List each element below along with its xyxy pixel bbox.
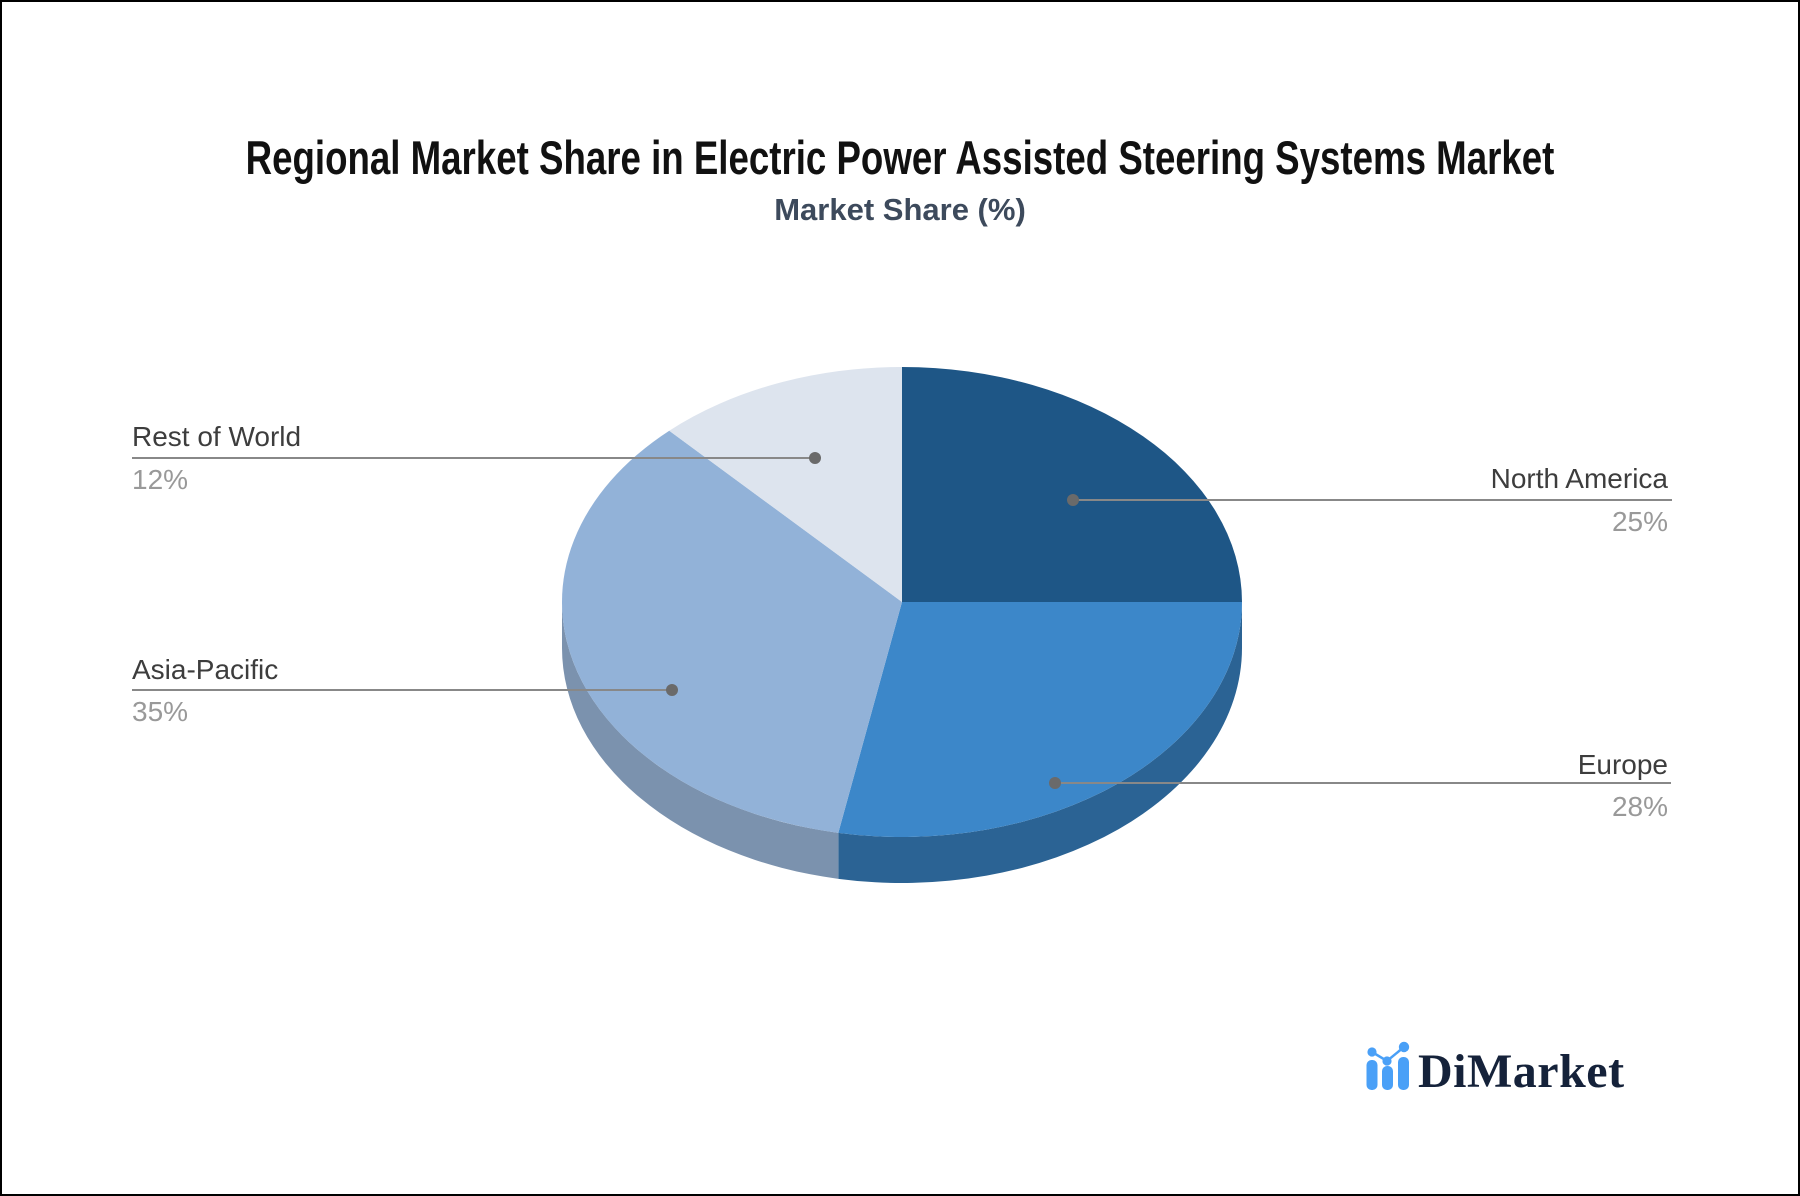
callout-value-europe: 28% <box>1611 791 1668 822</box>
callout-dot-europe <box>1049 777 1061 789</box>
callout-dot-asia-pacific <box>666 684 678 696</box>
callout-label-asia-pacific: Asia-Pacific <box>132 654 279 685</box>
callout-label-europe: Europe <box>1577 749 1668 780</box>
chart-subtitle: Market Share (%) <box>774 192 1026 227</box>
callout-label-north-america: North America <box>1490 463 1668 494</box>
pie-slice-asia-pacific <box>561 430 902 833</box>
callout-value-north-america: 25% <box>1611 506 1668 537</box>
logo-wordmark: DiMarket <box>1418 1045 1625 1098</box>
callout-dot-rest-of-world <box>809 452 821 464</box>
pie-slice-europe <box>838 602 1242 837</box>
pie-slice-side-europe <box>838 602 1242 884</box>
dimarket-logo: DiMarket <box>1365 1038 1705 1108</box>
pie-slice-north-america <box>902 367 1242 602</box>
callout-label-rest-of-world: Rest of World <box>132 421 302 452</box>
callout-value-asia-pacific: 35% <box>132 696 189 727</box>
bar-chart-trend-icon <box>1366 1041 1410 1090</box>
pie-slice-side-asia-pacific <box>562 602 839 879</box>
pie-slice-rest-of-world <box>669 367 902 602</box>
callout-value-rest-of-world: 12% <box>132 464 189 495</box>
chart-title: Regional Market Share in Electric Power … <box>245 131 1555 184</box>
callout-dot-north-america <box>1067 494 1079 506</box>
